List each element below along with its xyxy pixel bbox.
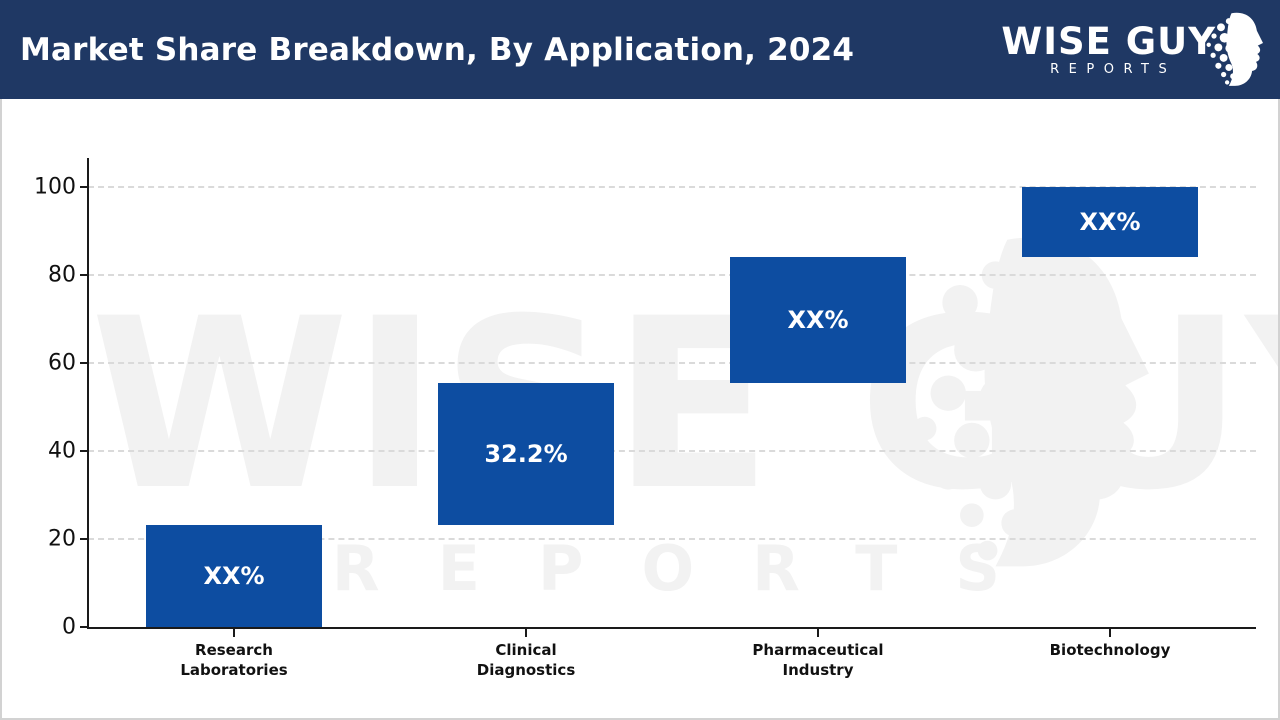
category-label-line: Diagnostics [476, 661, 576, 679]
y-axis-tick-label: 100 [34, 174, 76, 200]
y-axis-tick-mark [80, 538, 88, 540]
x-axis-tick-mark [233, 629, 235, 637]
y-axis-tick-mark [80, 626, 88, 628]
x-axis-tick-mark [1109, 629, 1111, 637]
y-axis-tick-mark [80, 450, 88, 452]
watermark-reports: REPORTS [331, 532, 1059, 605]
category-label-line: Industry [782, 661, 854, 679]
x-axis-category-label: Research Laboratories [124, 640, 344, 680]
x-axis-tick-mark [525, 629, 527, 637]
bar-value-label: 32.2% [484, 440, 568, 469]
brand-logo: WISE GUY REPORTS [1001, 6, 1270, 94]
x-axis-line [87, 627, 1256, 629]
category-label-line: Clinical [495, 641, 557, 659]
brand-name: WISE GUY [1001, 19, 1216, 63]
gridline-100 [88, 186, 1256, 188]
x-axis-tick-mark [817, 629, 819, 637]
gridline-20 [88, 538, 1256, 540]
y-axis-tick-label: 80 [48, 262, 76, 288]
x-axis-category-label: Pharmaceutical Industry [708, 640, 928, 680]
y-axis-tick-label: 0 [62, 614, 76, 640]
watermark-head-profile-icon [862, 224, 1184, 586]
bar-value-label: XX% [203, 561, 265, 590]
header-bar: Market Share Breakdown, By Application, … [0, 0, 1280, 99]
brand-subname: REPORTS [1050, 62, 1177, 78]
gridline-40 [88, 450, 1256, 452]
chart-title: Market Share Breakdown, By Application, … [20, 31, 855, 68]
bar-pharmaceutical: XX% [730, 257, 906, 384]
gridline-60 [88, 362, 1256, 364]
y-axis-tick-label: 20 [48, 526, 76, 552]
y-axis-tick-label: 60 [48, 350, 76, 376]
gridline-80 [88, 274, 1256, 276]
category-label-line: Pharmaceutical [752, 641, 884, 659]
bar-value-label: XX% [1079, 208, 1141, 237]
x-axis-category-label: Biotechnology [1000, 640, 1220, 660]
bar-clinical: 32.2% [438, 383, 614, 525]
y-axis-tick-mark [80, 274, 88, 276]
brand-logo-text: WISE GUY REPORTS [1001, 19, 1216, 78]
category-label-line: Laboratories [180, 661, 288, 679]
y-axis-tick-mark [80, 362, 88, 364]
y-axis-tick-mark [80, 186, 88, 188]
category-label-line: Research [195, 641, 273, 659]
bar-biotechnology: XX% [1022, 187, 1198, 258]
category-label-line: Biotechnology [1049, 641, 1171, 659]
bar-research: XX% [146, 524, 322, 627]
y-axis-line [87, 158, 89, 629]
y-axis-tick-label: 40 [48, 438, 76, 464]
x-axis-category-label: Clinical Diagnostics [416, 640, 636, 680]
bar-value-label: XX% [787, 306, 849, 335]
